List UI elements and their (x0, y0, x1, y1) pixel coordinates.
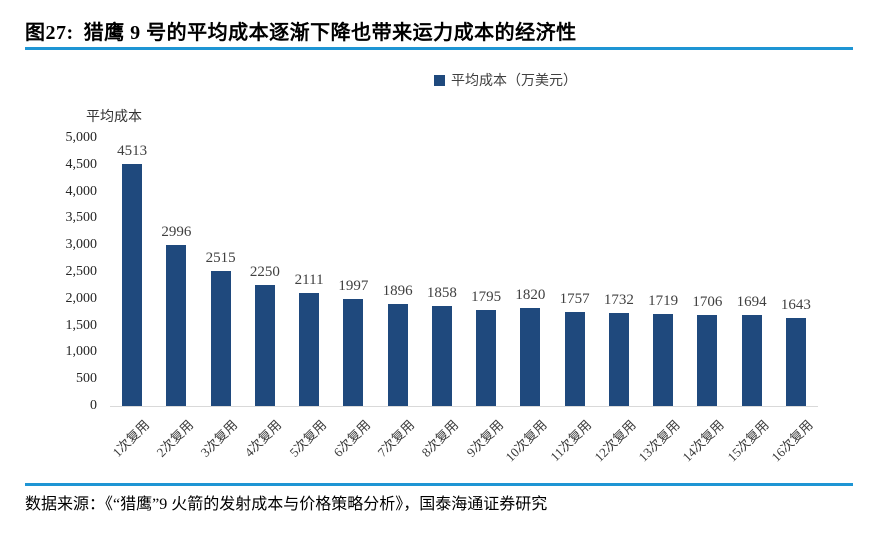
bar-slot: 2515 3次复用 (198, 138, 243, 460)
y-tick-label: 2,000 (65, 290, 98, 306)
bar-value-label: 1732 (603, 292, 634, 309)
bar-slot: 1719 13次复用 (635, 138, 685, 464)
bar-value-label: 1757 (559, 290, 590, 307)
y-tick-label: 3,500 (65, 210, 98, 226)
plot-area: 4513 1次复用 2996 2次复用 2515 3次复用 2250 4次复用 2111 5次复用… (109, 138, 818, 465)
bar (697, 314, 718, 406)
bar-slot: 1858 8次复用 (419, 138, 464, 460)
bar-slot: 1997 6次复用 (330, 138, 375, 459)
x-tick-label: 2次复用 (153, 417, 197, 460)
bar-slot: 1694 15次复用 (724, 138, 774, 465)
bar-slot: 1757 11次复用 (547, 138, 597, 464)
bar (520, 308, 541, 406)
bar-value-label: 1706 (692, 293, 723, 310)
y-tick-label: 4,000 (65, 183, 98, 199)
x-tick-label: 10次复用 (502, 417, 551, 465)
bar-value-label: 1896 (382, 283, 413, 300)
bar (653, 313, 674, 406)
bar-value-label: 4513 (117, 143, 148, 160)
bar-slot: 2996 2次复用 (153, 138, 198, 460)
bar-value-label: 1694 (736, 294, 767, 311)
bar (608, 313, 629, 406)
bar (122, 164, 143, 406)
bar-slot: 4513 1次复用 (109, 138, 154, 460)
x-tick-label: 11次复用 (547, 417, 595, 465)
bar (741, 315, 762, 406)
bar-value-label: 1858 (426, 285, 457, 302)
x-tick-label: 12次复用 (591, 417, 639, 465)
bar (166, 245, 187, 406)
y-axis-ticks: 5,000 4,500 4,000 3,500 3,000 2,500 2,000 1,500… (40, 130, 98, 413)
source-note: 数据来源：《“猎鹰”9 火箭的发射成本与价格策略分析》，国泰海通证券研究 (25, 496, 548, 513)
bar-slot: 2111 5次复用 (286, 138, 331, 460)
x-tick-label: 3次复用 (197, 417, 241, 460)
x-tick-label: 7次复用 (374, 417, 418, 460)
bar (431, 306, 452, 406)
y-tick-label: 0 (90, 398, 97, 413)
bar-slot: 2250 4次复用 (242, 138, 287, 460)
bar (343, 298, 364, 406)
bar-value-label: 2250 (249, 264, 280, 281)
y-tick-label: 3,000 (65, 237, 98, 253)
x-tick-label: 14次复用 (679, 417, 728, 465)
y-tick-label: 4,500 (65, 156, 98, 172)
bar-slot: 1643 16次复用 (768, 138, 818, 464)
x-tick-label: 15次复用 (723, 417, 772, 465)
title-rule (25, 47, 853, 50)
x-tick-label: 1次复用 (109, 417, 152, 460)
bar-slot: 1732 12次复用 (591, 138, 641, 465)
bar-value-label: 2111 (294, 271, 324, 288)
bar-slot: 1896 7次复用 (375, 138, 420, 460)
bar (564, 311, 585, 406)
x-tick-label: 8次复用 (418, 417, 462, 460)
legend-swatch-icon (434, 74, 445, 86)
bar (210, 271, 231, 406)
x-tick-label: 9次复用 (463, 417, 506, 460)
bar-value-label: 2515 (205, 250, 236, 267)
bar-value-label: 1997 (338, 277, 369, 294)
bar-value-label: 2996 (161, 224, 192, 241)
bar-slot: 1795 9次复用 (463, 138, 508, 460)
footer-rule (25, 483, 853, 486)
x-tick-label: 16次复用 (768, 417, 816, 465)
bar (387, 304, 408, 406)
bar-value-label: 1820 (515, 287, 546, 304)
y-tick-label: 1,500 (65, 317, 98, 333)
y-tick-label: 1,000 (65, 344, 98, 360)
bar-slot: 1706 14次复用 (680, 138, 729, 464)
legend: 平均成本（万美元） (434, 70, 577, 90)
x-tick-label: 13次复用 (635, 417, 683, 465)
legend-label: 平均成本（万美元） (451, 74, 577, 89)
y-axis-title: 平均成本 (86, 110, 142, 125)
bar-value-label: 1795 (471, 288, 502, 305)
x-tick-label: 6次复用 (330, 417, 374, 460)
figure-title-text: 猎鹰 9 号的平均成本逐渐下降也带来运力成本的经济性 (83, 22, 577, 44)
x-tick-label: 5次复用 (286, 417, 329, 460)
bar-value-label: 1643 (780, 296, 811, 313)
bar (299, 292, 320, 406)
y-tick-label: 5,000 (65, 130, 98, 145)
figure-title: 图27: 猎鹰 9 号的平均成本逐渐下降也带来运力成本的经济性 (25, 16, 577, 45)
bar (476, 309, 497, 406)
bar (785, 317, 806, 406)
y-tick-label: 500 (76, 371, 97, 387)
bar-value-label: 1719 (648, 292, 679, 309)
x-tick-label: 4次复用 (241, 417, 285, 460)
y-tick-label: 2,500 (65, 264, 98, 279)
bar-slot: 1820 10次复用 (503, 138, 552, 465)
bar (254, 285, 275, 406)
figure-number: 图27: (25, 22, 74, 44)
